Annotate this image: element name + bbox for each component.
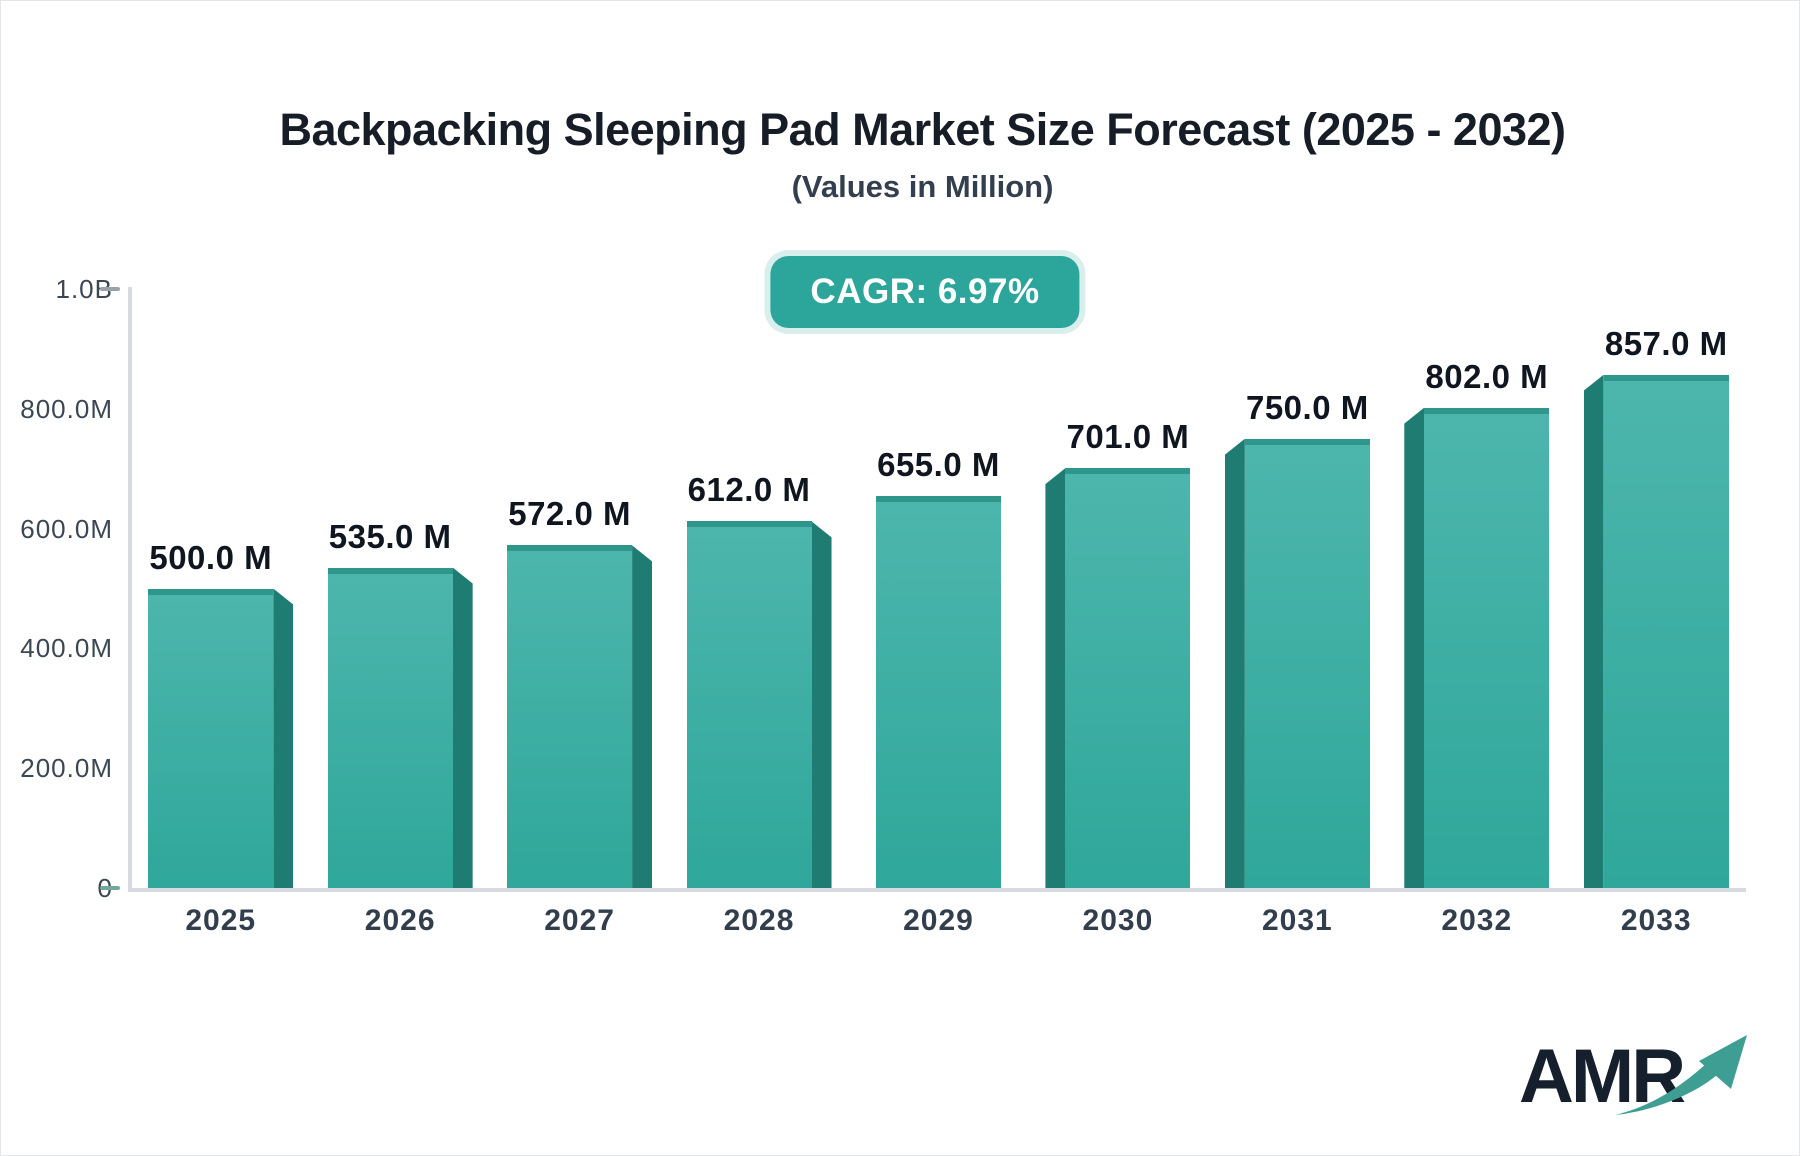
x-axis-label: 2025 xyxy=(185,904,257,937)
bar-column: 750.0 M xyxy=(1224,389,1370,888)
bar-value-label: 535.0 M xyxy=(328,517,452,555)
y-axis-tick-label: 0 xyxy=(1,873,113,904)
x-axis-label: 2026 xyxy=(364,904,436,937)
axis-tick-dash xyxy=(100,886,120,890)
y-axis-tick-label: 1.0B xyxy=(55,274,113,304)
cagr-badge: CAGR: 6.97% xyxy=(770,256,1080,328)
bar-top-edge xyxy=(507,545,633,552)
bar-top-edge xyxy=(1065,468,1191,475)
bar-top-edge xyxy=(875,495,1001,502)
bar-value-label: 572.0 M xyxy=(508,495,631,533)
bar-value-label: 802.0 M xyxy=(1425,357,1549,395)
bar-column: 655.0 M xyxy=(875,446,1001,888)
bar-slot-2026: 535.0 M xyxy=(310,289,489,888)
axis-tick-dash xyxy=(100,287,120,291)
bar-top-edge xyxy=(148,588,274,595)
bar-face: 612.0 M xyxy=(686,471,812,888)
x-axis-line xyxy=(128,888,1746,892)
bar-side-panel xyxy=(273,588,294,888)
bar-top-edge xyxy=(1424,407,1550,414)
y-axis-tick-label: 800.0M xyxy=(20,393,113,424)
bar-face: 802.0 M xyxy=(1424,358,1550,888)
bar-face: 857.0 M xyxy=(1603,325,1729,888)
bar-value-label: 655.0 M xyxy=(877,445,1000,483)
y-axis-tick-label: 200.0M xyxy=(20,753,113,784)
x-axis-label: 2030 xyxy=(1082,904,1154,937)
x-axis-label: 2029 xyxy=(903,904,974,937)
bar-column: 701.0 M xyxy=(1045,418,1191,888)
bar-side-panel xyxy=(1224,438,1245,888)
bar-top-edge xyxy=(1603,374,1729,381)
bar-side-panel xyxy=(1583,374,1604,888)
growth-arrow-icon xyxy=(1615,1035,1747,1115)
x-axis-label: 2031 xyxy=(1261,904,1333,937)
amr-logo: AMR xyxy=(1519,1023,1769,1123)
bar-side-panel xyxy=(1045,468,1066,888)
bar-slot-2025: 500.0 M xyxy=(131,289,310,888)
bar-top-edge xyxy=(1244,438,1370,445)
chart-subtitle: (Values in Million) xyxy=(791,169,1054,204)
x-axis-label: 2027 xyxy=(544,904,615,937)
bar-plot-area: 500.0 M 535.0 M 572.0 M 612.0 M 655.0 M 701.0… xyxy=(131,289,1746,888)
bar-side-panel xyxy=(452,567,473,888)
bar-top-edge xyxy=(327,567,453,574)
y-axis-line xyxy=(128,287,132,892)
bar-face: 535.0 M xyxy=(327,518,453,888)
x-axis-label: 2033 xyxy=(1620,904,1692,937)
bar-side-panel xyxy=(632,545,653,888)
bar-value-label: 701.0 M xyxy=(1066,418,1190,456)
bar-slot-2030: 701.0 M xyxy=(1028,289,1207,888)
bar-slot-2027: 572.0 M xyxy=(490,289,669,888)
bar-face: 572.0 M xyxy=(507,495,633,888)
bar-side-panel xyxy=(811,521,832,888)
bar-face: 750.0 M xyxy=(1244,389,1370,888)
bar-face: 701.0 M xyxy=(1065,418,1191,888)
bar-column: 500.0 M xyxy=(148,539,294,888)
y-axis-tick-label: 400.0M xyxy=(20,633,113,664)
bar-value-label: 500.0 M xyxy=(149,538,273,576)
bar-value-label: 750.0 M xyxy=(1245,388,1369,426)
bar-column: 535.0 M xyxy=(327,518,473,888)
bar-face: 655.0 M xyxy=(875,446,1001,888)
bar-value-label: 857.0 M xyxy=(1604,324,1728,362)
bar-slot-2031: 750.0 M xyxy=(1208,289,1387,888)
bar-slot-2033: 857.0 M xyxy=(1567,289,1746,888)
bar-column: 802.0 M xyxy=(1404,358,1550,888)
bar-value-label: 612.0 M xyxy=(687,471,811,509)
bar-face: 500.0 M xyxy=(148,539,274,888)
y-axis-tick-label: 600.0M xyxy=(20,513,113,544)
bar-slot-2028: 612.0 M xyxy=(669,289,848,888)
bar-slot-2029: 655.0 M xyxy=(849,289,1028,888)
bar-slot-2032: 802.0 M xyxy=(1387,289,1566,888)
x-axis-labels: 2025 2026 2027 2028 2029 2030 2031 2032 2033 xyxy=(131,904,1746,938)
x-axis-label: 2028 xyxy=(723,904,795,937)
bar-column: 572.0 M xyxy=(507,495,653,888)
bar-top-edge xyxy=(686,521,812,528)
chart-title: Backpacking Sleeping Pad Market Size For… xyxy=(279,104,1566,155)
bar-side-panel xyxy=(1404,407,1425,888)
bar-column: 612.0 M xyxy=(686,471,832,888)
bar-column: 857.0 M xyxy=(1583,325,1729,888)
x-axis-label: 2032 xyxy=(1441,904,1513,937)
